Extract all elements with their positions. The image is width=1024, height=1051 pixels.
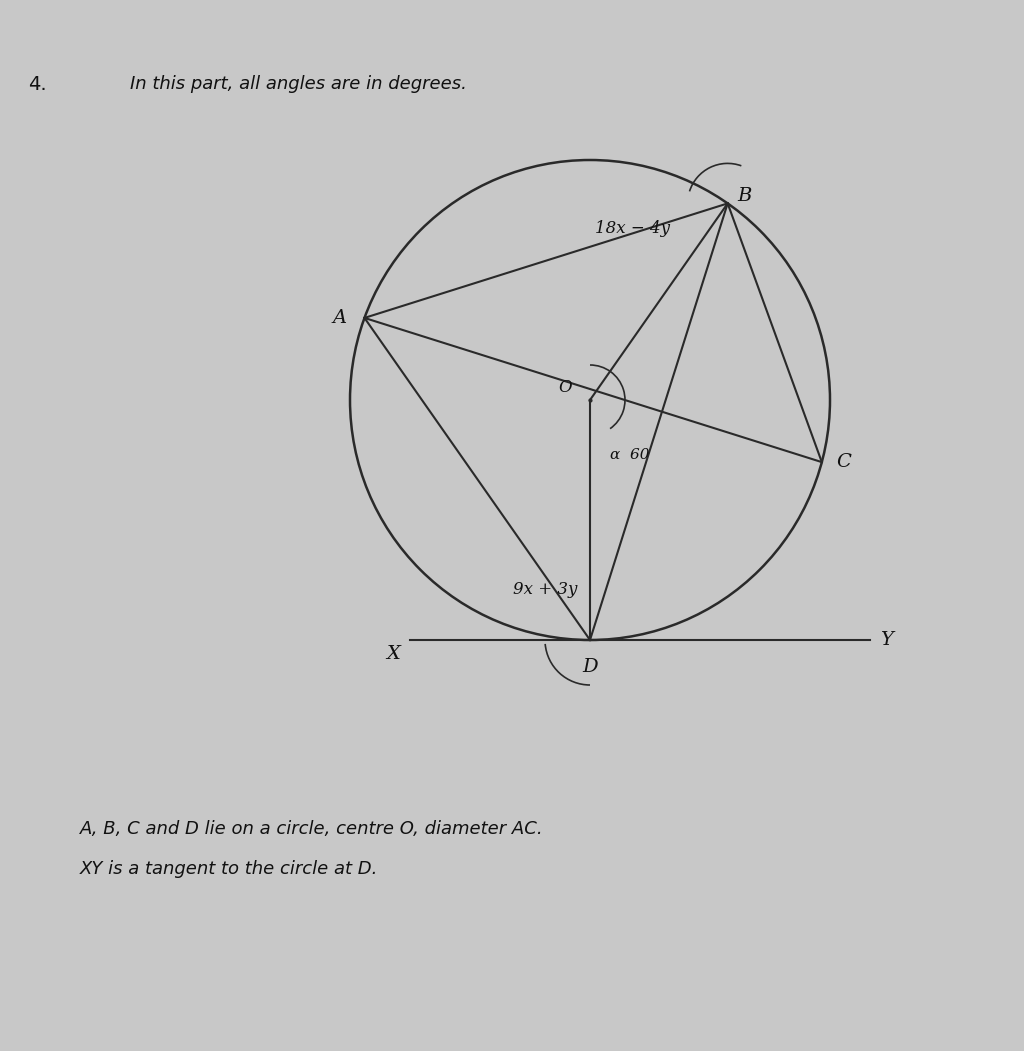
- Text: B: B: [737, 187, 752, 205]
- Text: In this part, all angles are in degrees.: In this part, all angles are in degrees.: [130, 75, 467, 92]
- Text: α  60: α 60: [610, 448, 649, 462]
- Text: D: D: [583, 658, 598, 676]
- Text: O: O: [558, 379, 571, 396]
- Text: C: C: [836, 453, 851, 471]
- Text: XY is a tangent to the circle at D.: XY is a tangent to the circle at D.: [80, 860, 379, 878]
- Text: 4.: 4.: [28, 75, 47, 94]
- Text: A, B, C and D lie on a circle, centre O, diameter AC.: A, B, C and D lie on a circle, centre O,…: [80, 820, 544, 838]
- Text: X: X: [386, 645, 400, 663]
- Text: A: A: [333, 309, 346, 327]
- Text: Y: Y: [880, 631, 893, 650]
- Text: 18x − 4y: 18x − 4y: [595, 220, 670, 236]
- Text: 9x + 3y: 9x + 3y: [513, 581, 578, 598]
